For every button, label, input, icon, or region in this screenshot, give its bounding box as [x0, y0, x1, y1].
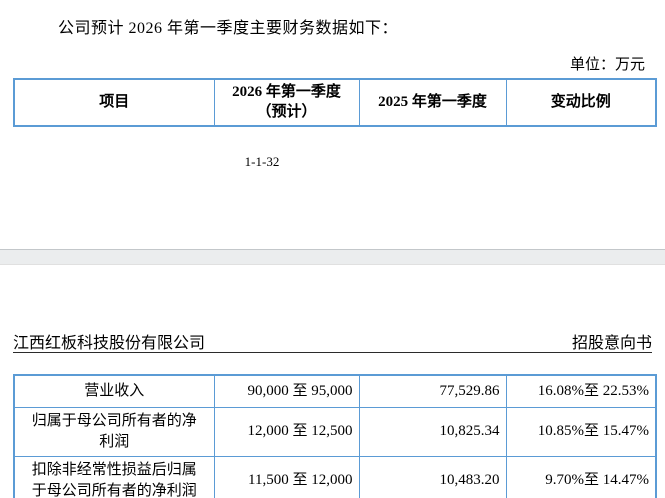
unit-label: 单位：万元 — [569, 57, 645, 73]
cell-item: 归属于母公司所有者的净利润 — [13, 406, 215, 457]
table-row: 归属于母公司所有者的净利润 12,000 至 12,500 10,825.34 … — [13, 406, 657, 457]
document-type-label: 招股意向书 — [571, 335, 652, 352]
cell-forecast-2026: 12,000 至 12,500 — [213, 406, 360, 457]
cell-change-ratio: 10.85%至 15.47% — [505, 406, 657, 457]
header-cell-q1-2026: 2026 年第一季度 （预计） — [213, 78, 360, 126]
running-header: 江西红板科技股份有限公司 招股意向书 — [13, 329, 652, 353]
cell-forecast-2026: 11,500 至 12,000 — [213, 455, 360, 498]
forecast-table-header: 项目 2026 年第一季度 （预计） 2025 年第一季度 变动比例 — [13, 78, 657, 127]
header-cell-item: 项目 — [13, 78, 215, 126]
header-q1-2026-line1: 2026 年第一季度 — [232, 84, 341, 100]
cell-change-ratio: 16.08%至 22.53% — [505, 374, 657, 408]
forecast-intro-text: 公司预计 2026 年第一季度主要财务数据如下： — [58, 20, 399, 37]
cell-item: 营业收入 — [13, 374, 215, 408]
cell-item: 扣除非经常性损益后归属于母公司所有者的净利润 — [13, 455, 215, 498]
page-number: 1-1-32 — [244, 154, 280, 169]
cell-change-ratio: 9.70%至 14.47% — [505, 455, 657, 498]
table-header-row: 项目 2026 年第一季度 （预计） 2025 年第一季度 变动比例 — [13, 78, 657, 126]
cell-actual-2025: 77,529.86 — [358, 374, 507, 408]
header-rule — [13, 352, 652, 353]
header-cell-q1-2025: 2025 年第一季度 — [358, 78, 507, 126]
table-row: 营业收入 90,000 至 95,000 77,529.86 16.08%至 2… — [13, 374, 657, 408]
header-cell-change: 变动比例 — [505, 78, 657, 126]
cell-actual-2025: 10,825.34 — [358, 406, 507, 457]
header-q1-2026-line2: （预计） — [256, 104, 317, 121]
cell-forecast-2026: 90,000 至 95,000 — [213, 374, 360, 408]
company-name: 江西红板科技股份有限公司 — [13, 335, 206, 352]
forecast-table-body: 营业收入 90,000 至 95,000 77,529.86 16.08%至 2… — [13, 374, 657, 498]
page-separator — [0, 249, 665, 265]
table-row: 扣除非经常性损益后归属于母公司所有者的净利润 11,500 至 12,000 1… — [13, 455, 657, 498]
cell-actual-2025: 10,483.20 — [358, 455, 507, 498]
